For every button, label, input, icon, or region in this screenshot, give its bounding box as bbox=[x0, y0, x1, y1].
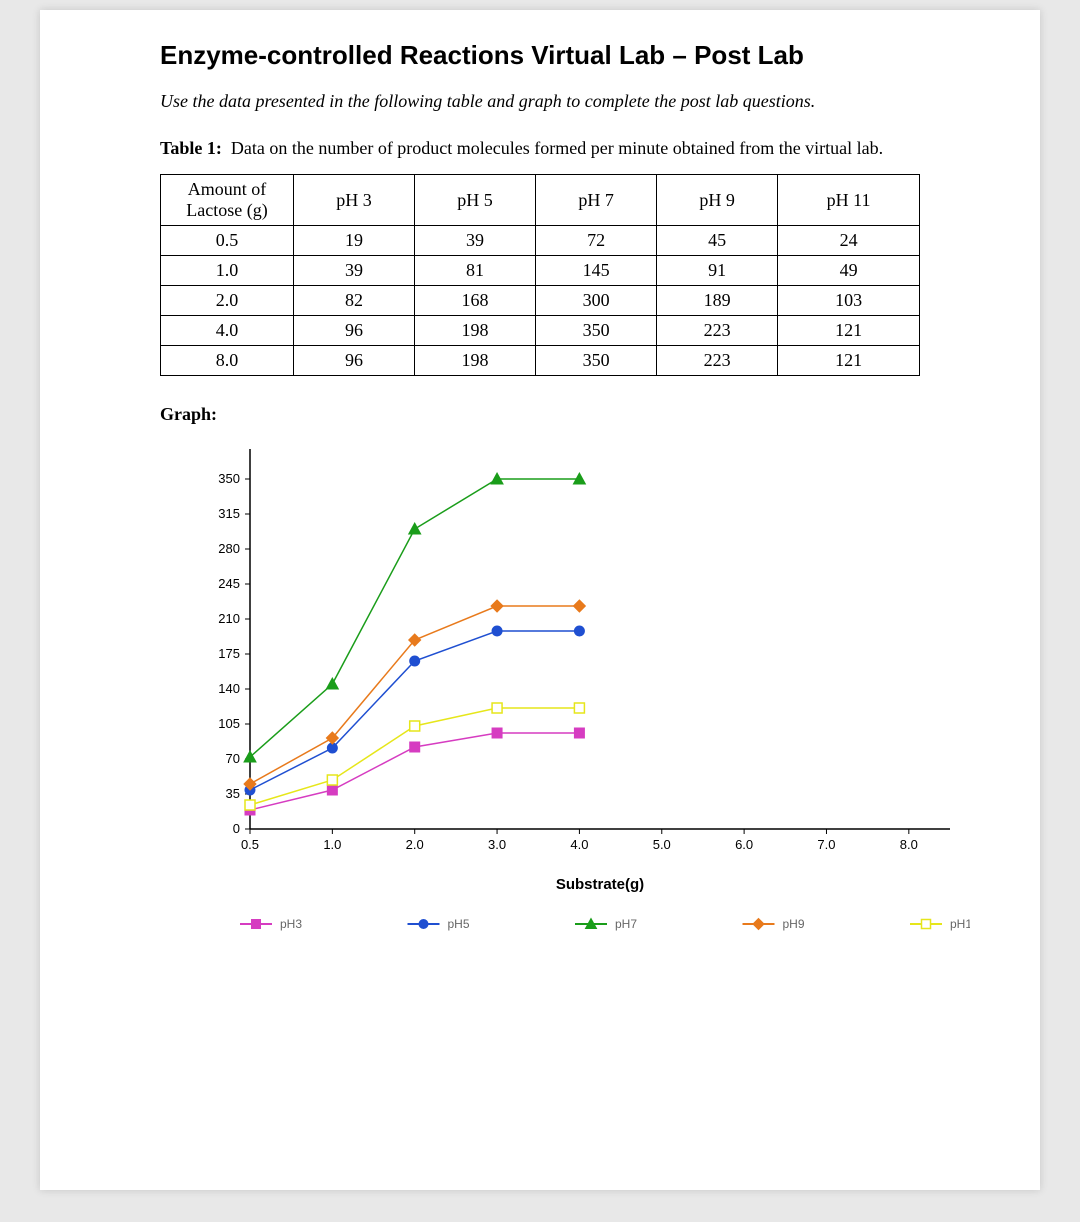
table-row: 0.51939724524 bbox=[161, 226, 920, 256]
table-cell: 168 bbox=[415, 286, 536, 316]
table-cell: 19 bbox=[294, 226, 415, 256]
table-cell: 350 bbox=[536, 346, 657, 376]
table-cell: 103 bbox=[778, 286, 920, 316]
table-row: 4.096198350223121 bbox=[161, 316, 920, 346]
table-cell: 300 bbox=[536, 286, 657, 316]
col-header: pH 3 bbox=[294, 175, 415, 226]
table-cell: 198 bbox=[415, 316, 536, 346]
table-cell: 8.0 bbox=[161, 346, 294, 376]
svg-text:210: 210 bbox=[218, 611, 240, 626]
svg-text:1.0: 1.0 bbox=[323, 837, 341, 852]
svg-text:315: 315 bbox=[218, 506, 240, 521]
table-caption-prefix: Table 1: bbox=[160, 138, 222, 158]
svg-text:3.0: 3.0 bbox=[488, 837, 506, 852]
svg-text:280: 280 bbox=[218, 541, 240, 556]
svg-text:70: 70 bbox=[226, 751, 240, 766]
svg-text:245: 245 bbox=[218, 576, 240, 591]
col-header: pH 7 bbox=[536, 175, 657, 226]
chart: 0 35 70 105 140 175 210 245 280 315 350 0.5 1.0 2.0 3.… bbox=[190, 439, 940, 969]
svg-text:6.0: 6.0 bbox=[735, 837, 753, 852]
svg-text:35: 35 bbox=[226, 786, 240, 801]
table-cell: 81 bbox=[415, 256, 536, 286]
table-cell: 198 bbox=[415, 346, 536, 376]
table-header-row: Amount of Lactose (g) pH 3 pH 5 pH 7 pH … bbox=[161, 175, 920, 226]
table-body: 0.519397245241.0398114591492.08216830018… bbox=[161, 226, 920, 376]
table-cell: 0.5 bbox=[161, 226, 294, 256]
graph-label: Graph: bbox=[160, 404, 940, 425]
table-cell: 49 bbox=[778, 256, 920, 286]
svg-text:pH7: pH7 bbox=[615, 917, 637, 931]
svg-text:pH5: pH5 bbox=[448, 917, 470, 931]
svg-text:Substrate(g): Substrate(g) bbox=[556, 876, 644, 893]
svg-text:pH11: pH11 bbox=[950, 917, 970, 931]
table-cell: 121 bbox=[778, 316, 920, 346]
page: Enzyme-controlled Reactions Virtual Lab … bbox=[40, 10, 1040, 1190]
table-cell: 96 bbox=[294, 346, 415, 376]
table-cell: 39 bbox=[415, 226, 536, 256]
table-cell: 350 bbox=[536, 316, 657, 346]
table-cell: 4.0 bbox=[161, 316, 294, 346]
col-header: pH 5 bbox=[415, 175, 536, 226]
table-row: 2.082168300189103 bbox=[161, 286, 920, 316]
table-caption-rest: Data on the number of product molecules … bbox=[231, 138, 883, 158]
table-cell: 2.0 bbox=[161, 286, 294, 316]
table-caption: Table 1: Data on the number of product m… bbox=[160, 136, 940, 160]
table-cell: 189 bbox=[657, 286, 778, 316]
svg-text:8.0: 8.0 bbox=[900, 837, 918, 852]
data-table: Amount of Lactose (g) pH 3 pH 5 pH 7 pH … bbox=[160, 174, 920, 376]
table-cell: 223 bbox=[657, 316, 778, 346]
table-row: 1.039811459149 bbox=[161, 256, 920, 286]
table-row: 8.096198350223121 bbox=[161, 346, 920, 376]
table-cell: 39 bbox=[294, 256, 415, 286]
table-cell: 1.0 bbox=[161, 256, 294, 286]
svg-text:pH9: pH9 bbox=[783, 917, 805, 931]
svg-text:0: 0 bbox=[233, 821, 240, 836]
page-title: Enzyme-controlled Reactions Virtual Lab … bbox=[160, 40, 940, 71]
table-cell: 45 bbox=[657, 226, 778, 256]
table-cell: 24 bbox=[778, 226, 920, 256]
svg-text:7.0: 7.0 bbox=[817, 837, 835, 852]
svg-text:pH3: pH3 bbox=[280, 917, 302, 931]
svg-text:105: 105 bbox=[218, 716, 240, 731]
col-header: pH 9 bbox=[657, 175, 778, 226]
svg-text:2.0: 2.0 bbox=[406, 837, 424, 852]
chart-svg: 0 35 70 105 140 175 210 245 280 315 350 0.5 1.0 2.0 3.… bbox=[190, 439, 970, 969]
table-cell: 91 bbox=[657, 256, 778, 286]
table-cell: 223 bbox=[657, 346, 778, 376]
svg-text:0.5: 0.5 bbox=[241, 837, 259, 852]
table-cell: 72 bbox=[536, 226, 657, 256]
table-cell: 121 bbox=[778, 346, 920, 376]
table-cell: 96 bbox=[294, 316, 415, 346]
svg-text:4.0: 4.0 bbox=[570, 837, 588, 852]
instruction-text: Use the data presented in the following … bbox=[160, 91, 940, 112]
svg-text:175: 175 bbox=[218, 646, 240, 661]
svg-text:350: 350 bbox=[218, 471, 240, 486]
col-header: Amount of Lactose (g) bbox=[161, 175, 294, 226]
svg-text:140: 140 bbox=[218, 681, 240, 696]
table-cell: 82 bbox=[294, 286, 415, 316]
col-header: pH 11 bbox=[778, 175, 920, 226]
svg-text:5.0: 5.0 bbox=[653, 837, 671, 852]
table-cell: 145 bbox=[536, 256, 657, 286]
